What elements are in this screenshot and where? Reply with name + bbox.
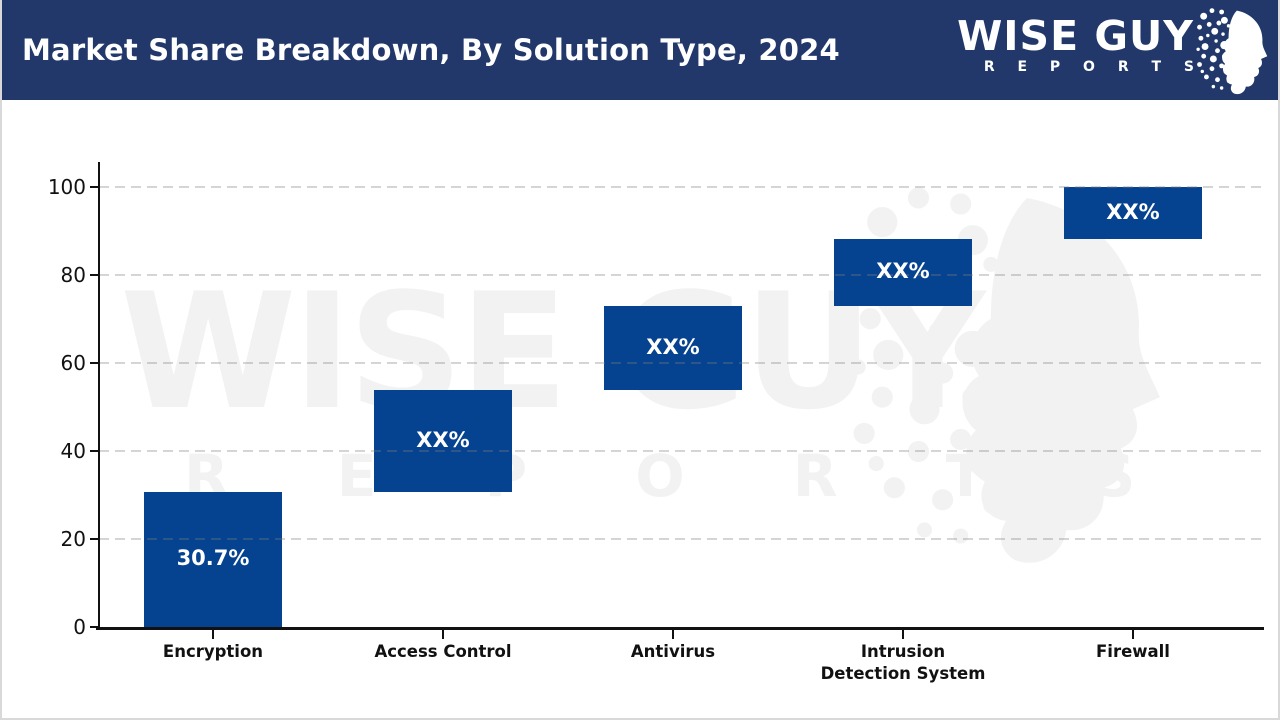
brand-wordmark: WISE GUY [957,12,1194,60]
gridline-60 [99,362,1264,364]
x-category-label: Encryption [162,642,264,661]
gridline-40 [99,450,1264,452]
bar-value-label: 30.7% [176,546,250,571]
y-tick-100 [90,186,98,188]
gridline-80 [99,274,1264,276]
y-axis-line [98,162,100,629]
y-tick-label-60: 60 [60,351,86,375]
x-tick-4 [1132,630,1134,639]
bar-value-label: XX% [646,335,700,360]
bar-value-label: XX% [876,259,930,284]
x-category-label: Access Control [374,642,512,661]
x-axis-line [96,627,1264,630]
y-tick-20 [90,538,98,540]
bar-firewall [1064,187,1202,239]
bar-access-control [374,390,512,492]
y-tick-label-40: 40 [60,439,86,463]
y-tick-label-20: 20 [60,527,86,551]
y-tick-label-0: 0 [73,615,86,639]
gridline-100 [99,186,1264,188]
x-tick-1 [442,630,444,639]
y-tick-label-80: 80 [60,263,86,287]
y-tick-80 [90,274,98,276]
bar-antivirus [604,305,742,391]
y-tick-0 [90,626,98,628]
brand-reports-text: R E P O R T S [983,59,1203,75]
x-tick-0 [212,630,214,639]
y-tick-40 [90,450,98,452]
x-tick-2 [672,630,674,639]
dot-profile-head-icon [1196,8,1268,95]
x-category-label: Firewall [1096,642,1170,661]
y-tick-label-100: 100 [47,175,86,199]
x-category-label: Intrusion Detection System [820,642,986,683]
brand-logo: WISE GUY R E P O R T S [957,14,1194,76]
chart-title: Market Share Breakdown, By Solution Type… [22,33,840,67]
y-tick-60 [90,362,98,364]
gridline-20 [99,538,1264,540]
header-bar: Market Share Breakdown, By Solution Type… [2,0,1278,100]
x-category-label: Antivirus [630,642,716,661]
x-tick-3 [902,630,904,639]
bar-encryption [144,491,282,627]
bar-intrusion-detection-system [834,238,972,306]
bar-value-label: XX% [1106,199,1160,224]
bar-value-label: XX% [416,428,470,453]
